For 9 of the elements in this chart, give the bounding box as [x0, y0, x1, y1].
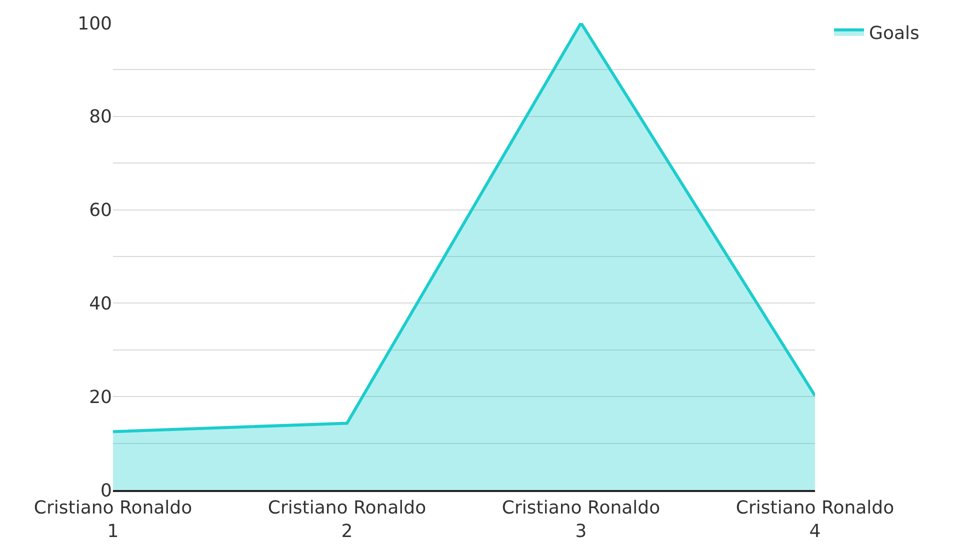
- y-tick-label: 20: [89, 386, 112, 408]
- y-tick-label: 80: [89, 106, 112, 128]
- y-tick-label: 40: [89, 294, 112, 314]
- x-tick-label: Cristiano Ronaldo 2: [268, 497, 426, 542]
- y-tick-label: 60: [89, 200, 112, 222]
- x-tick-label: Cristiano Ronaldo 3: [502, 497, 660, 542]
- x-tick-label: Cristiano Ronaldo 4: [736, 497, 894, 542]
- legend-label: Goals: [869, 22, 920, 44]
- y-tick-label: 100: [78, 13, 112, 34]
